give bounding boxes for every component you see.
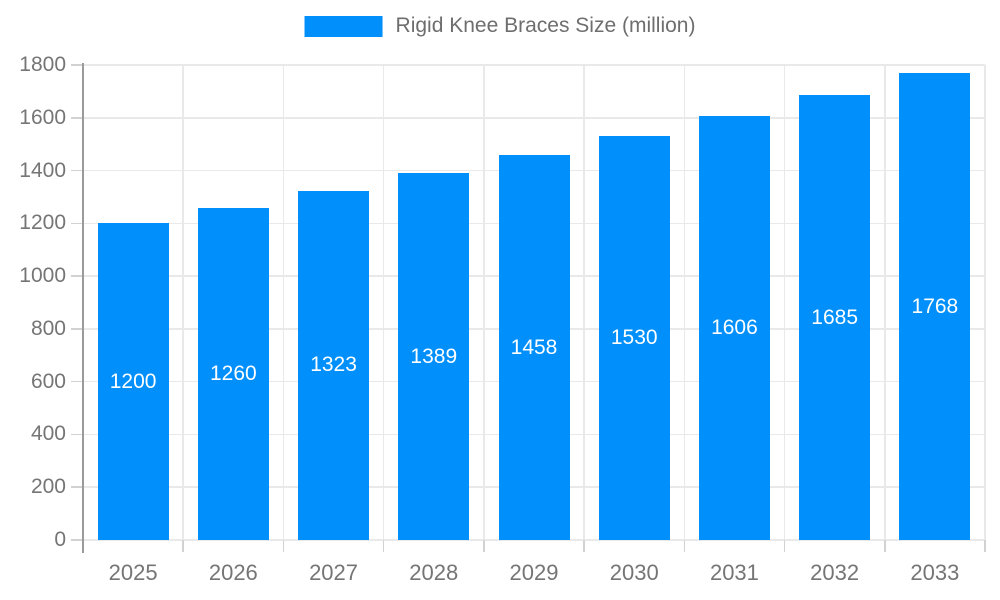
x-axis-tick	[583, 540, 585, 552]
x-axis-tick	[683, 540, 686, 552]
v-gridline	[382, 65, 385, 540]
y-axis-tick	[71, 433, 83, 436]
bar-2027[interactable]	[298, 190, 370, 540]
x-axis-tick	[182, 540, 184, 552]
y-axis-label: 600	[30, 369, 66, 393]
v-gridline	[282, 65, 285, 540]
legend-swatch-icon	[304, 15, 383, 37]
y-axis-tick	[71, 117, 83, 119]
y-axis-tick	[71, 222, 83, 225]
v-gridline	[483, 65, 485, 540]
y-axis-label: 0	[54, 528, 66, 551]
x-axis-tick	[382, 540, 385, 552]
y-axis-tick	[71, 486, 83, 488]
y-axis-label: 800	[30, 316, 66, 340]
x-axis-label: 2031	[709, 560, 759, 585]
x-axis-tick	[282, 540, 285, 552]
v-gridline	[884, 65, 886, 540]
v-gridline	[984, 65, 986, 540]
y-axis-tick	[71, 539, 83, 541]
v-gridline	[182, 65, 184, 540]
bar-2025[interactable]	[97, 223, 169, 540]
h-gridline	[83, 539, 985, 541]
y-axis-label: 1600	[19, 105, 66, 129]
y-axis-label: 1400	[19, 158, 66, 182]
y-axis-tick	[71, 169, 83, 172]
x-axis-label: 2026	[208, 560, 258, 585]
y-axis-tick	[71, 275, 83, 277]
h-gridline	[83, 64, 985, 66]
bar-2032[interactable]	[799, 95, 871, 540]
v-gridline	[683, 65, 686, 540]
y-axis-line	[82, 63, 84, 553]
y-axis-label: 1800	[19, 53, 66, 76]
v-gridline	[583, 65, 585, 540]
y-axis-tick	[71, 328, 83, 330]
y-axis-label: 200	[30, 475, 66, 499]
x-axis-label: 2027	[309, 560, 359, 585]
x-axis-tick	[783, 540, 786, 552]
x-axis-label: 2033	[910, 560, 960, 585]
x-axis-tick	[884, 540, 886, 552]
x-axis-label: 2030	[609, 560, 659, 585]
x-axis-label: 2025	[108, 560, 158, 585]
y-axis-tick	[71, 64, 83, 66]
x-axis-tick	[984, 540, 986, 552]
y-axis-label: 1000	[19, 264, 66, 288]
h-gridline	[83, 117, 985, 119]
bar-2031[interactable]	[698, 116, 770, 540]
x-axis-tick	[483, 540, 485, 552]
bar-2029[interactable]	[498, 155, 570, 540]
x-axis-label: 2029	[509, 560, 559, 585]
legend-label: Rigid Knee Braces Size (million)	[395, 14, 696, 37]
bar-2033[interactable]	[899, 73, 971, 540]
x-axis-label: 2028	[409, 560, 459, 585]
y-axis-label: 400	[30, 422, 66, 446]
bar-2026[interactable]	[197, 207, 269, 540]
y-axis-tick	[71, 380, 83, 383]
y-axis-label: 1200	[19, 211, 66, 235]
x-axis-label: 2032	[810, 560, 860, 585]
bar-2030[interactable]	[598, 136, 670, 540]
v-gridline	[783, 65, 786, 540]
legend[interactable]: Rigid Knee Braces Size (million)	[304, 14, 696, 38]
bar-2028[interactable]	[398, 173, 470, 540]
